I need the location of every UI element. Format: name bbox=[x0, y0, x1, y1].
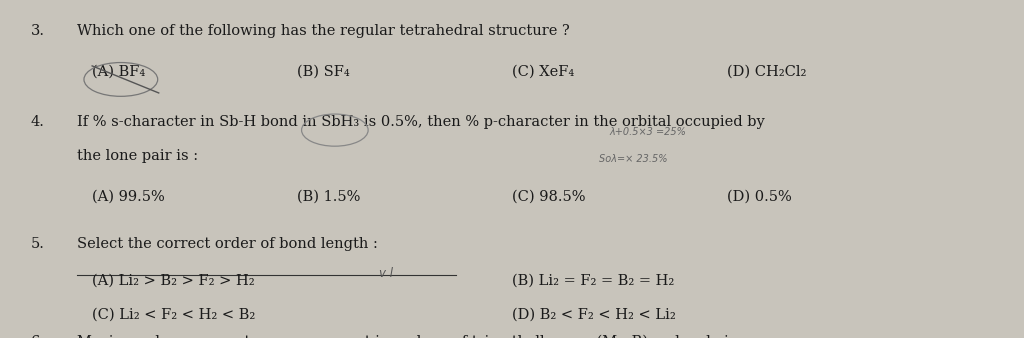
Text: (C) XeF₄: (C) XeF₄ bbox=[512, 64, 574, 78]
Text: the lone pair is :: the lone pair is : bbox=[77, 149, 198, 163]
Text: v l: v l bbox=[379, 267, 393, 280]
Text: (B) 1.5%: (B) 1.5% bbox=[297, 189, 360, 203]
Text: (D) CH₂Cl₂: (D) CH₂Cl₂ bbox=[727, 64, 807, 78]
Text: 5.: 5. bbox=[31, 237, 45, 250]
Text: (C) Li₂ < F₂ < H₂ < B₂: (C) Li₂ < F₂ < H₂ < B₂ bbox=[92, 308, 255, 321]
Text: (A) 99.5%: (A) 99.5% bbox=[92, 189, 165, 203]
Text: (C) 98.5%: (C) 98.5% bbox=[512, 189, 586, 203]
Text: (D) B₂ < F₂ < H₂ < Li₂: (D) B₂ < F₂ < H₂ < Li₂ bbox=[512, 308, 676, 321]
Text: Maximum how many atoms are present in a plane of trimethylborane (Me₃B) molecule: Maximum how many atoms are present in a … bbox=[77, 335, 745, 338]
Text: 3.: 3. bbox=[31, 24, 45, 38]
Text: (A) BF₄: (A) BF₄ bbox=[92, 64, 145, 78]
Text: (B) SF₄: (B) SF₄ bbox=[297, 64, 350, 78]
Text: 6.: 6. bbox=[31, 335, 45, 338]
Text: (D) 0.5%: (D) 0.5% bbox=[727, 189, 792, 203]
Text: Which one of the following has the regular tetrahedral structure ?: Which one of the following has the regul… bbox=[77, 24, 569, 38]
Text: (A) Li₂ > B₂ > F₂ > H₂: (A) Li₂ > B₂ > F₂ > H₂ bbox=[92, 274, 255, 288]
Text: Soλ=× 23.5%: Soλ=× 23.5% bbox=[599, 154, 668, 164]
Text: 4.: 4. bbox=[31, 115, 45, 129]
Text: λ+0.5×3 =25%: λ+0.5×3 =25% bbox=[609, 127, 686, 137]
Text: If % s-character in Sb-H bond in SbH₃ is 0.5%, then % p-character in the orbital: If % s-character in Sb-H bond in SbH₃ is… bbox=[77, 115, 765, 129]
Text: (B) Li₂ = F₂ = B₂ = H₂: (B) Li₂ = F₂ = B₂ = H₂ bbox=[512, 274, 674, 288]
Text: Select the correct order of bond length :: Select the correct order of bond length … bbox=[77, 237, 378, 250]
